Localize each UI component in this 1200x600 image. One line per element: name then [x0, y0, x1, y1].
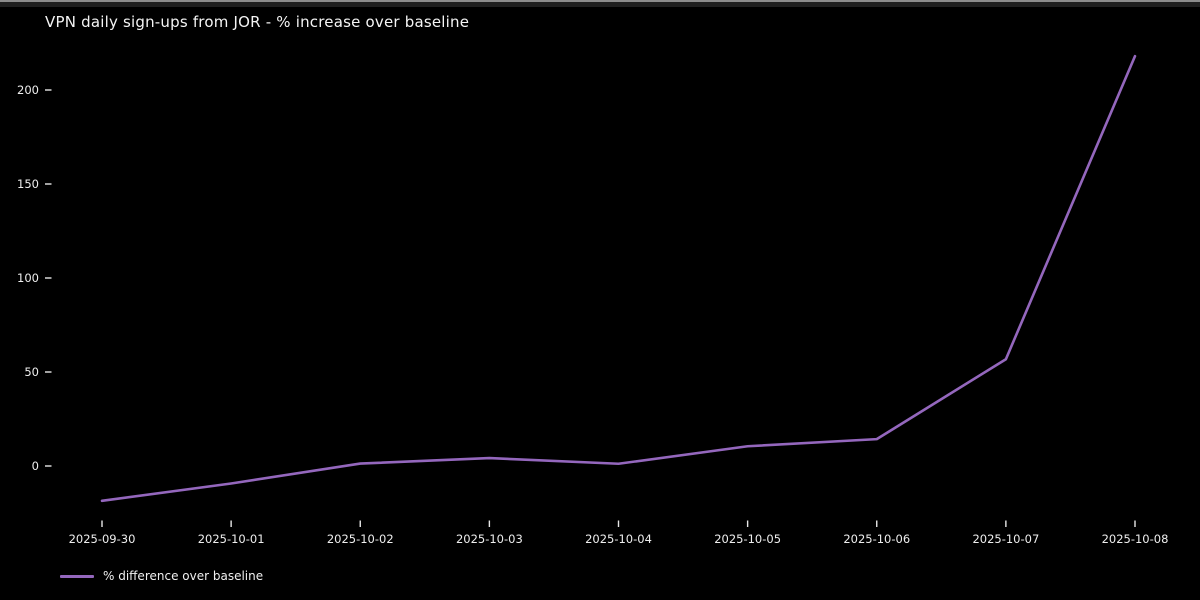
x-tick-label: 2025-10-06 [843, 532, 910, 546]
x-tick-label: 2025-10-07 [972, 532, 1039, 546]
x-axis: 2025-09-30 2025-10-01 2025-10-02 2025-10-03… [69, 520, 1169, 546]
y-tick-label: 150 [17, 177, 39, 191]
x-tick-label: 2025-10-01 [198, 532, 265, 546]
y-axis: 0 50 100 150 200 [17, 83, 52, 473]
legend-label: % difference over baseline [103, 569, 264, 583]
x-tick-label: 2025-10-08 [1102, 532, 1169, 546]
y-tick-label: 50 [24, 365, 39, 379]
x-tick-label: 2025-09-30 [69, 532, 136, 546]
series-group [100, 54, 1137, 503]
x-tick-label: 2025-10-05 [714, 532, 781, 546]
x-tick-label: 2025-10-04 [585, 532, 652, 546]
window-top-edge [0, 0, 1200, 7]
chart-title: VPN daily sign-ups from JOR - % increase… [45, 13, 470, 31]
x-tick-label: 2025-10-03 [456, 532, 523, 546]
series-line [100, 54, 1137, 503]
y-tick-label: 0 [32, 459, 39, 473]
x-tick-label: 2025-10-02 [327, 532, 394, 546]
y-tick-label: 200 [17, 83, 39, 97]
legend-line-swatch [60, 574, 94, 578]
legend: % difference over baseline [60, 569, 263, 583]
y-tick-label: 100 [17, 271, 39, 285]
